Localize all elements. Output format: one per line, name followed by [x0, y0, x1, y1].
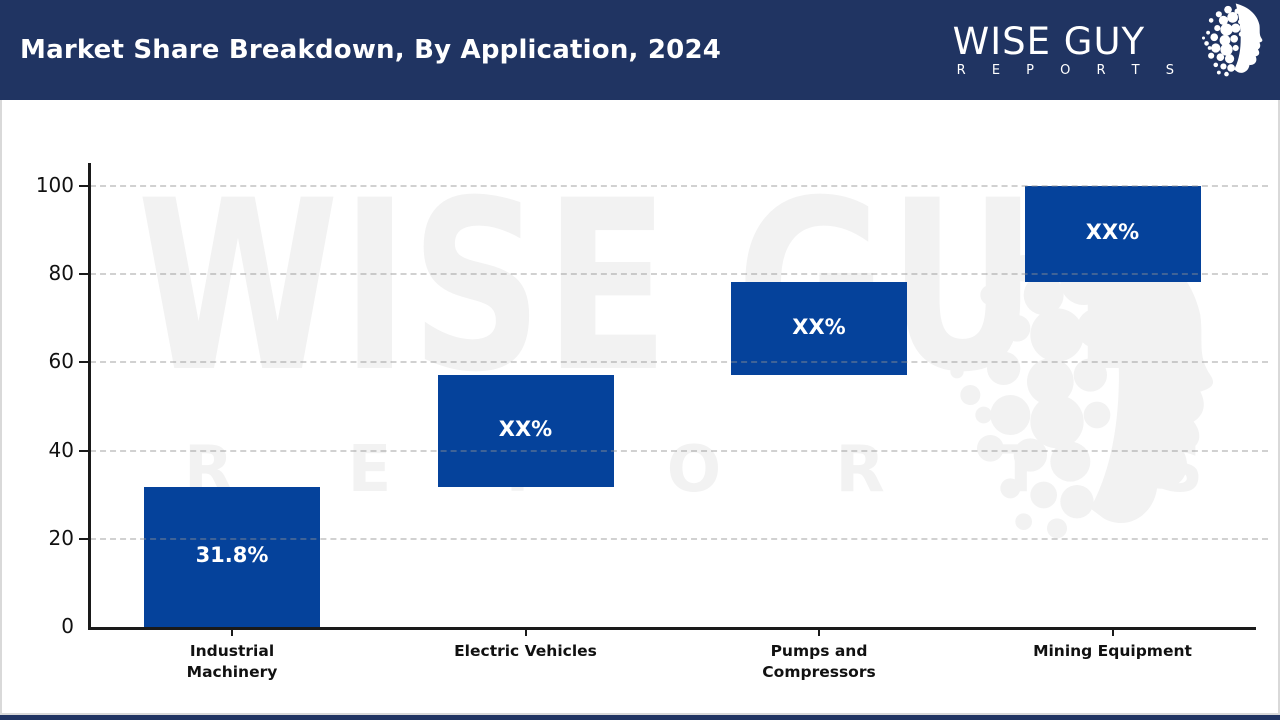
x-tick-label-line: Electric Vehicles [454, 642, 597, 660]
y-tick-label: 0 [61, 614, 74, 638]
y-tick-mark [79, 273, 88, 276]
y-tick-mark [79, 185, 88, 187]
y-tick-label: 80 [48, 261, 74, 286]
bar-pumps-and-compressors [731, 282, 907, 376]
watermark-head-icon [857, 200, 1257, 634]
x-axis-line [88, 627, 1256, 630]
y-tick-label: 60 [48, 349, 74, 374]
x-tick-mark [524, 629, 527, 636]
logo-wordmark: WISE GUY [952, 20, 1146, 63]
y-tick-mark [79, 449, 88, 452]
x-tick-label: Industrial Machinery [127, 641, 337, 683]
x-tick-mark [1111, 629, 1114, 636]
gridline [90, 185, 1268, 187]
x-tick-label-line: Compressors [762, 663, 876, 681]
bar-electric-vehicles [437, 375, 614, 487]
y-axis-line [88, 163, 91, 630]
x-tick-mark [231, 629, 233, 636]
wiseguy-logo: WISE GUY R E P O R T S [953, 2, 1274, 98]
x-tick-label-line: Machinery [186, 663, 278, 681]
y-tick-mark [79, 537, 88, 540]
gridline [90, 449, 1268, 452]
x-tick-label-line: Industrial [189, 642, 275, 660]
bar-value-label: 31.8% [195, 542, 269, 567]
logo-subtext: R E P O R T S [956, 63, 1185, 78]
x-tick-mark [818, 629, 820, 636]
y-tick-mark [79, 361, 88, 364]
y-tick-label: 20 [48, 525, 74, 550]
logo-text: WISE GUY R E P O R T S [953, 23, 1185, 77]
header-bar: Market Share Breakdown, By Application, … [0, 0, 1280, 100]
footer-strip [0, 715, 1280, 720]
x-tick-label-line: Mining Equipment [1033, 642, 1192, 660]
x-tick-label-line: Pumps and [770, 642, 868, 660]
waterfall-chart: WISE GUY R E P O R T S 0 20 40 60 80 100 31.8%… [0, 100, 1280, 715]
bar-value-label: XX% [498, 416, 553, 441]
bar-industrial-machinery [144, 486, 320, 627]
x-tick-label: Mining Equipment [1008, 641, 1218, 662]
x-tick-label: Electric Vehicles [421, 641, 631, 662]
page-title: Market Share Breakdown, By Application, … [20, 35, 722, 65]
gridline [90, 273, 1268, 276]
y-tick-label: 100 [35, 173, 74, 197]
bar-value-label: XX% [792, 314, 846, 339]
gridline [90, 361, 1268, 364]
y-tick-label: 40 [48, 437, 74, 462]
bar-value-label: XX% [1085, 220, 1140, 245]
gridline [90, 537, 1268, 540]
bar-mining-equipment [1024, 186, 1201, 283]
logo-head-icon [1179, 2, 1274, 98]
x-tick-label: Pumps and Compressors [714, 641, 924, 683]
